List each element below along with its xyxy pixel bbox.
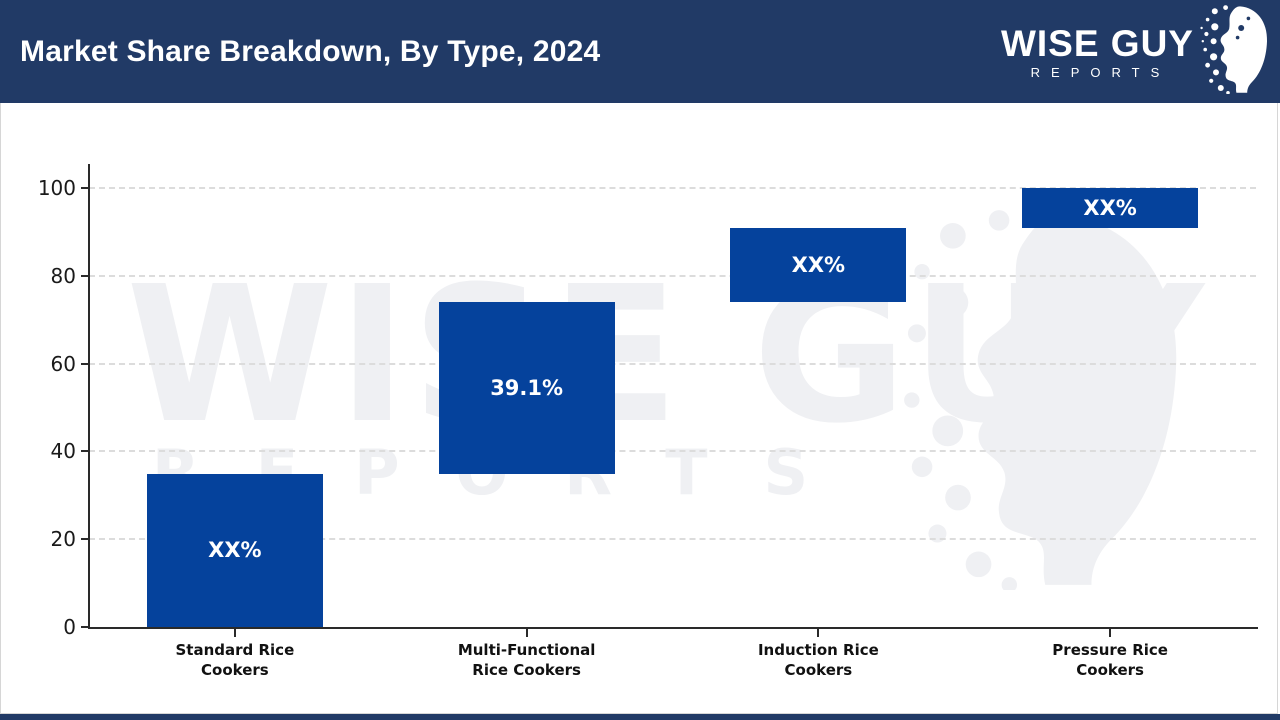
page-title: Market Share Breakdown, By Type, 2024 xyxy=(20,34,601,68)
gridline-60 xyxy=(89,362,1256,365)
y-tick-label-100: 100 xyxy=(37,176,76,200)
gridline-20 xyxy=(89,538,1256,541)
wiseguy-logo: WISE GUY REPORTS xyxy=(1001,4,1280,99)
bar-segment: 39.1% xyxy=(438,302,615,474)
bar-value-label: XX% xyxy=(208,538,262,563)
gridline-40 xyxy=(89,450,1256,453)
header-bar: Market Share Breakdown, By Type, 2024 WI… xyxy=(0,0,1280,103)
bar-value-label: XX% xyxy=(1083,195,1137,220)
bar-value-label: XX% xyxy=(791,252,846,277)
y-tick-mark-100 xyxy=(81,187,89,189)
x-category-label: Induction Rice Cookers xyxy=(757,641,879,679)
x-tick-mark-0 xyxy=(233,629,236,637)
y-axis-line xyxy=(88,164,90,629)
x-tick-mark-1 xyxy=(525,629,528,637)
x-category-label: Standard Rice Cookers xyxy=(175,641,295,679)
logo-text: WISE GUY REPORTS xyxy=(1001,25,1194,79)
gridline-100 xyxy=(89,187,1256,189)
bar-segment: XX% xyxy=(1022,188,1199,228)
y-tick-label-0: 0 xyxy=(63,615,76,639)
bar-value-label: 39.1% xyxy=(490,375,564,400)
x-tick-mark-3 xyxy=(1109,629,1112,637)
x-axis-line xyxy=(88,627,1258,629)
y-tick-label-60: 60 xyxy=(50,351,76,376)
watermark-face-icon xyxy=(880,205,1190,595)
y-tick-mark-20 xyxy=(81,538,89,541)
footer-bar xyxy=(0,714,1280,720)
y-tick-label-40: 40 xyxy=(50,439,76,464)
y-tick-mark-60 xyxy=(81,362,89,365)
y-tick-mark-40 xyxy=(81,450,89,453)
y-tick-mark-0 xyxy=(81,626,89,628)
x-category-label: Multi-Functional Rice Cookers xyxy=(457,641,596,679)
y-tick-label-80: 80 xyxy=(50,263,76,288)
bar-segment: XX% xyxy=(730,227,907,303)
x-tick-mark-2 xyxy=(817,629,820,637)
y-tick-label-20: 20 xyxy=(50,527,76,552)
logo-subtitle: REPORTS xyxy=(1030,64,1171,80)
wiseguy-face-icon xyxy=(1198,4,1270,99)
gridline-80 xyxy=(89,274,1256,277)
logo-wordmark: WISE GUY xyxy=(1000,22,1194,64)
bar-segment: XX% xyxy=(146,473,323,627)
y-tick-mark-80 xyxy=(81,274,89,277)
x-category-label: Pressure Rice Cookers xyxy=(1052,641,1168,679)
